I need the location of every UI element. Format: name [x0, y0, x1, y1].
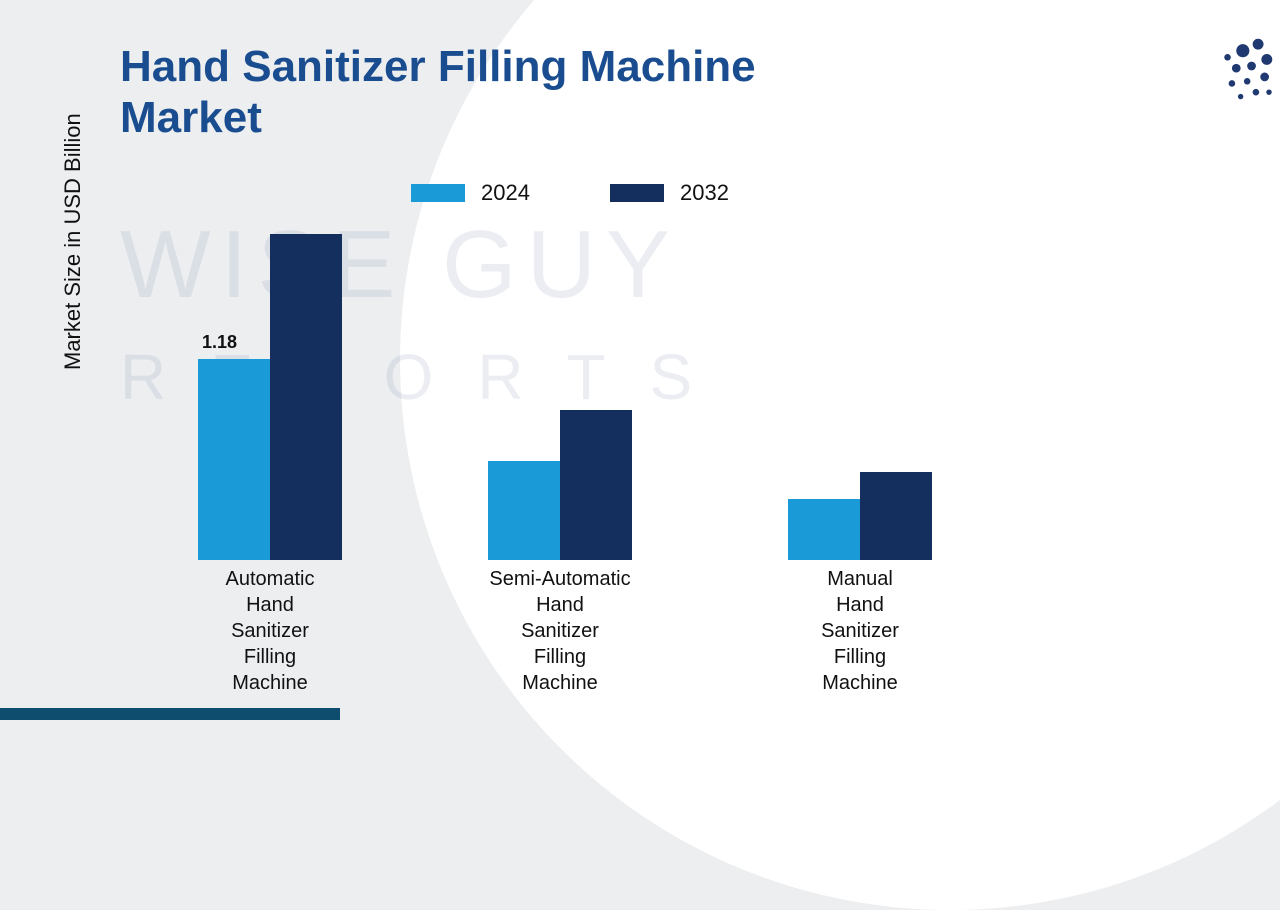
bar-group: 1.18: [170, 234, 370, 560]
bar-2024: [198, 359, 270, 560]
bar-group: [760, 472, 960, 560]
legend-item-2032: 2032: [610, 180, 729, 206]
bar-2032: [270, 234, 342, 560]
legend-swatch-2032: [610, 184, 664, 202]
bar-2024: [488, 461, 560, 560]
bar-2032: [560, 410, 632, 560]
legend: 2024 2032: [160, 180, 980, 206]
bar-value-label: 1.18: [202, 332, 237, 353]
plot-region: 1.18: [160, 220, 980, 560]
category-label: Semi-Automatic Hand Sanitizer Filling Ma…: [460, 566, 660, 696]
y-axis-label: Market Size in USD Billion: [60, 113, 86, 370]
brand-logo: WISEGUY REPORTS: [1075, 26, 1250, 84]
head-silhouette-icon: [1190, 18, 1280, 138]
chart-area: 2024 2032 1.18 Automatic Hand Sanitizer …: [160, 180, 980, 680]
legend-label-2024: 2024: [481, 180, 530, 206]
legend-label-2032: 2032: [680, 180, 729, 206]
legend-swatch-2024: [411, 184, 465, 202]
bar-group: [460, 410, 660, 560]
bar-2024: [788, 499, 860, 560]
category-label: Automatic Hand Sanitizer Filling Machine: [170, 566, 370, 696]
category-label: Manual Hand Sanitizer Filling Machine: [760, 566, 960, 696]
bottom-accent-bar: [0, 708, 340, 720]
chart-title: Hand Sanitizer Filling Machine Market: [120, 42, 820, 143]
legend-item-2024: 2024: [411, 180, 530, 206]
bar-2032: [860, 472, 932, 560]
